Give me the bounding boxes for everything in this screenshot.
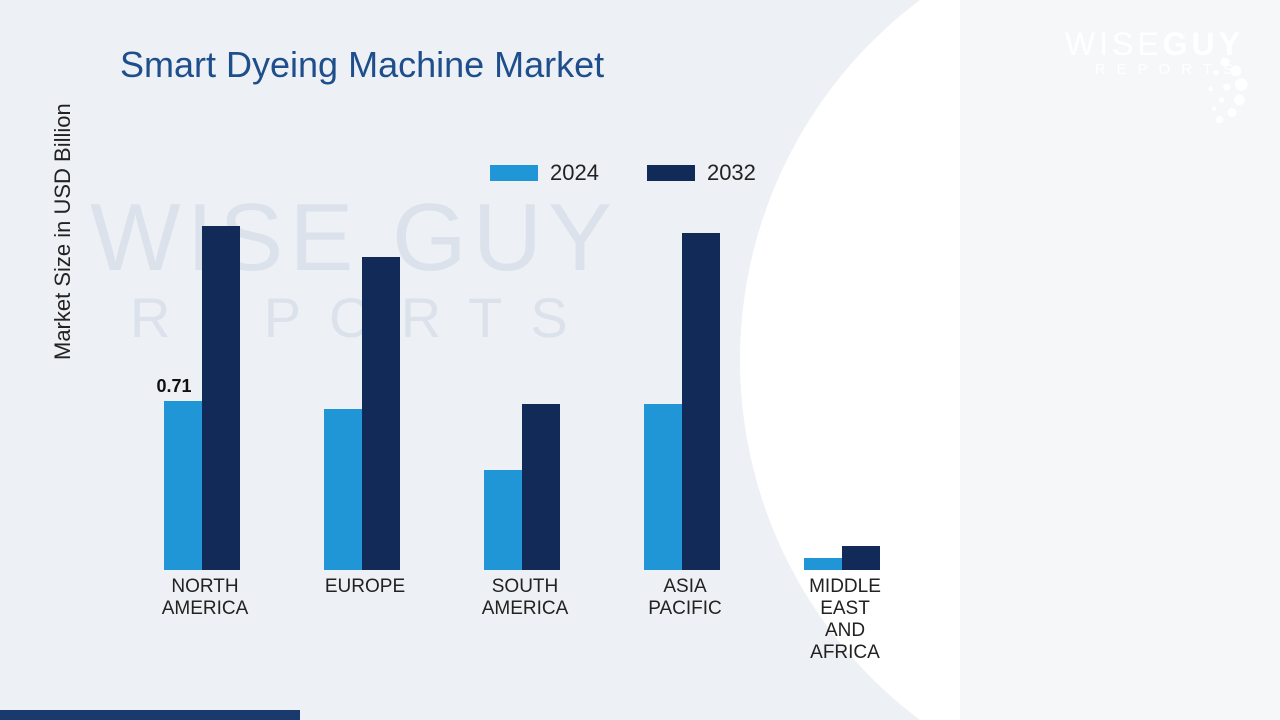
category-label: SOUTHAMERICA [455,576,595,620]
category-label: NORTHAMERICA [135,576,275,620]
head-dots-icon [1162,44,1252,134]
bar-2024 [804,558,842,570]
legend: 2024 2032 [490,160,756,186]
legend-swatch-2024 [490,165,538,181]
bar-value-label: 0.71 [144,376,204,397]
category-label: MIDDLEEASTANDAFRICA [775,576,915,663]
bar-2032 [522,404,560,570]
bar-2032 [202,226,240,570]
legend-label-2024: 2024 [550,160,599,186]
bar-2024 [644,404,682,570]
chart-title: Smart Dyeing Machine Market [120,44,604,86]
legend-item-2024: 2024 [490,160,599,186]
logo-text-wise: WISE [1065,26,1163,62]
legend-label-2032: 2032 [707,160,756,186]
category-label: ASIAPACIFIC [615,576,755,620]
bar-2032 [842,546,880,570]
bar-2024 [164,401,202,570]
chart: Market Size in USD Billion 2024 2032 0.7… [60,160,940,700]
bar-2024 [324,409,362,571]
footer-accent [0,710,300,720]
bar-2032 [682,233,720,570]
legend-swatch-2032 [647,165,695,181]
bar-2032 [362,257,400,571]
logo: WISEGUY REPORTS [1065,26,1244,78]
category-label: EUROPE [295,576,435,598]
bar-2024 [484,470,522,570]
legend-item-2032: 2032 [647,160,756,186]
y-axis-label: Market Size in USD Billion [50,103,76,360]
plot-area: 0.71NORTHAMERICAEUROPESOUTHAMERICAASIAPA… [130,190,920,570]
